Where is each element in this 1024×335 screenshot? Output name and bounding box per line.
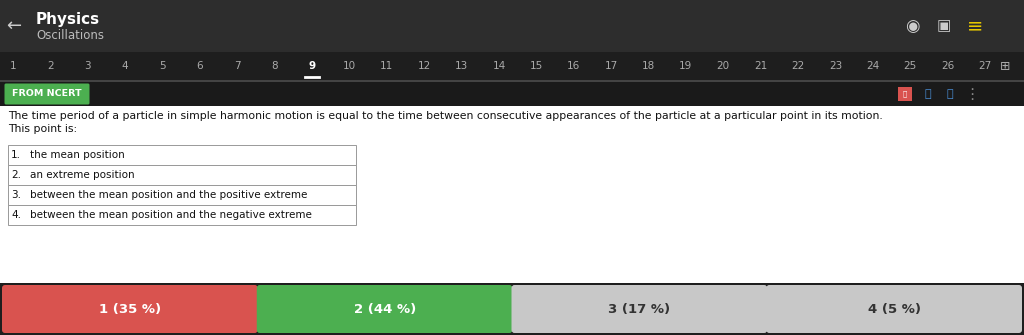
Text: This point is:: This point is: [8,124,77,134]
Bar [0,82,1024,106]
Text: ←: ← [6,17,22,35]
Bar [8,165,356,185]
Text: 1.: 1. [11,150,22,160]
FancyBboxPatch shape [4,83,89,105]
Text: 27: 27 [978,61,991,71]
Text: 9: 9 [308,61,315,71]
Text: Oscillations: Oscillations [36,29,104,42]
Text: 16: 16 [567,61,581,71]
Text: ⬛: ⬛ [903,91,907,97]
Text: 🔖: 🔖 [946,89,953,99]
Text: 2 (44 %): 2 (44 %) [353,303,416,316]
FancyBboxPatch shape [2,285,258,333]
Bar [0,52,1024,80]
Text: 12: 12 [418,61,431,71]
Text: 3: 3 [84,61,91,71]
Text: 4.: 4. [11,210,22,220]
FancyBboxPatch shape [257,285,512,333]
Bar [0,0,1024,52]
Text: 6: 6 [197,61,203,71]
FancyBboxPatch shape [512,285,767,333]
Text: 4: 4 [122,61,128,71]
Text: 📄: 📄 [925,89,931,99]
Text: 24: 24 [866,61,880,71]
Text: 1 (35 %): 1 (35 %) [98,303,161,316]
Text: 13: 13 [455,61,468,71]
Text: between the mean position and the negative extreme: between the mean position and the negati… [30,210,312,220]
Text: ◉: ◉ [905,17,920,35]
Bar [0,80,1024,82]
Text: 15: 15 [529,61,543,71]
Text: 8: 8 [271,61,278,71]
Text: 25: 25 [903,61,916,71]
Text: 2: 2 [47,61,53,71]
Text: the mean position: the mean position [30,150,125,160]
Text: 4 (5 %): 4 (5 %) [867,303,921,316]
Bar [8,205,356,225]
Text: 14: 14 [493,61,506,71]
Bar [0,283,1024,335]
Bar [898,87,912,101]
Bar [0,106,1024,283]
Text: The time period of a particle in simple harmonic motion is equal to the time bet: The time period of a particle in simple … [8,111,883,121]
Text: 23: 23 [828,61,842,71]
Text: 21: 21 [754,61,767,71]
Text: 10: 10 [343,61,356,71]
Text: an extreme position: an extreme position [30,170,134,180]
Bar [8,145,356,165]
Text: 3 (17 %): 3 (17 %) [608,303,671,316]
Text: ▣: ▣ [937,18,951,34]
Text: 17: 17 [604,61,617,71]
Text: 2.: 2. [11,170,22,180]
Text: ⋮: ⋮ [965,86,980,102]
Text: 20: 20 [717,61,730,71]
Text: 18: 18 [642,61,655,71]
Text: between the mean position and the positive extreme: between the mean position and the positi… [30,190,307,200]
Text: FROM NCERT: FROM NCERT [12,89,82,98]
Text: 11: 11 [380,61,393,71]
FancyBboxPatch shape [766,285,1022,333]
Bar [8,185,356,205]
Text: 22: 22 [792,61,805,71]
Text: 26: 26 [941,61,954,71]
Text: ⊞: ⊞ [999,60,1011,72]
Text: 1: 1 [9,61,16,71]
Text: 19: 19 [679,61,692,71]
Text: Physics: Physics [36,12,100,27]
Text: 7: 7 [234,61,241,71]
Text: 5: 5 [159,61,166,71]
Text: ≡: ≡ [967,16,983,36]
Text: 3.: 3. [11,190,22,200]
